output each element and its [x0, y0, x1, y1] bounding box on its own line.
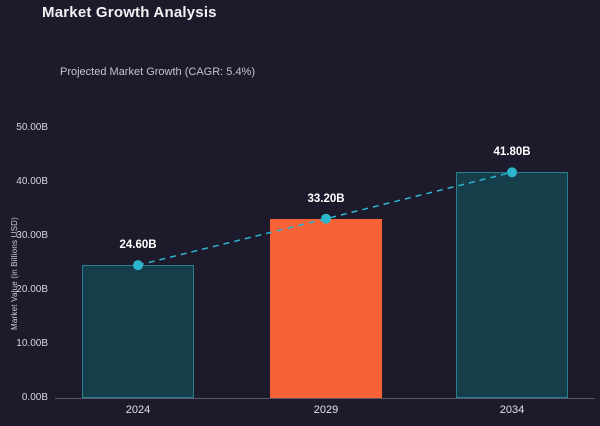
y-tick-label: 20.00B: [16, 284, 48, 295]
bar-2034: [456, 172, 568, 398]
bar-value-label: 24.60B: [119, 239, 157, 252]
y-tick-label: 10.00B: [16, 338, 48, 349]
bar-value-label: 41.80B: [493, 146, 531, 159]
y-tick-label: 40.00B: [16, 176, 48, 187]
x-tick-label: 2029: [313, 404, 339, 416]
bar-value-label: 33.20B: [307, 192, 345, 205]
bar-2024: [82, 265, 194, 398]
x-tick-label: 2024: [125, 404, 151, 416]
y-tick-label: 50.00B: [16, 122, 48, 133]
y-tick-label: 0.00B: [21, 392, 48, 403]
chart-title: Market Growth Analysis: [42, 4, 217, 21]
bar-2029: [270, 218, 382, 398]
y-tick-label: 30.00B: [16, 230, 48, 241]
x-tick-label: 2034: [499, 404, 525, 416]
chart-subtitle: Projected Market Growth (CAGR: 5.4%): [60, 66, 256, 78]
plot-area: [55, 110, 595, 399]
